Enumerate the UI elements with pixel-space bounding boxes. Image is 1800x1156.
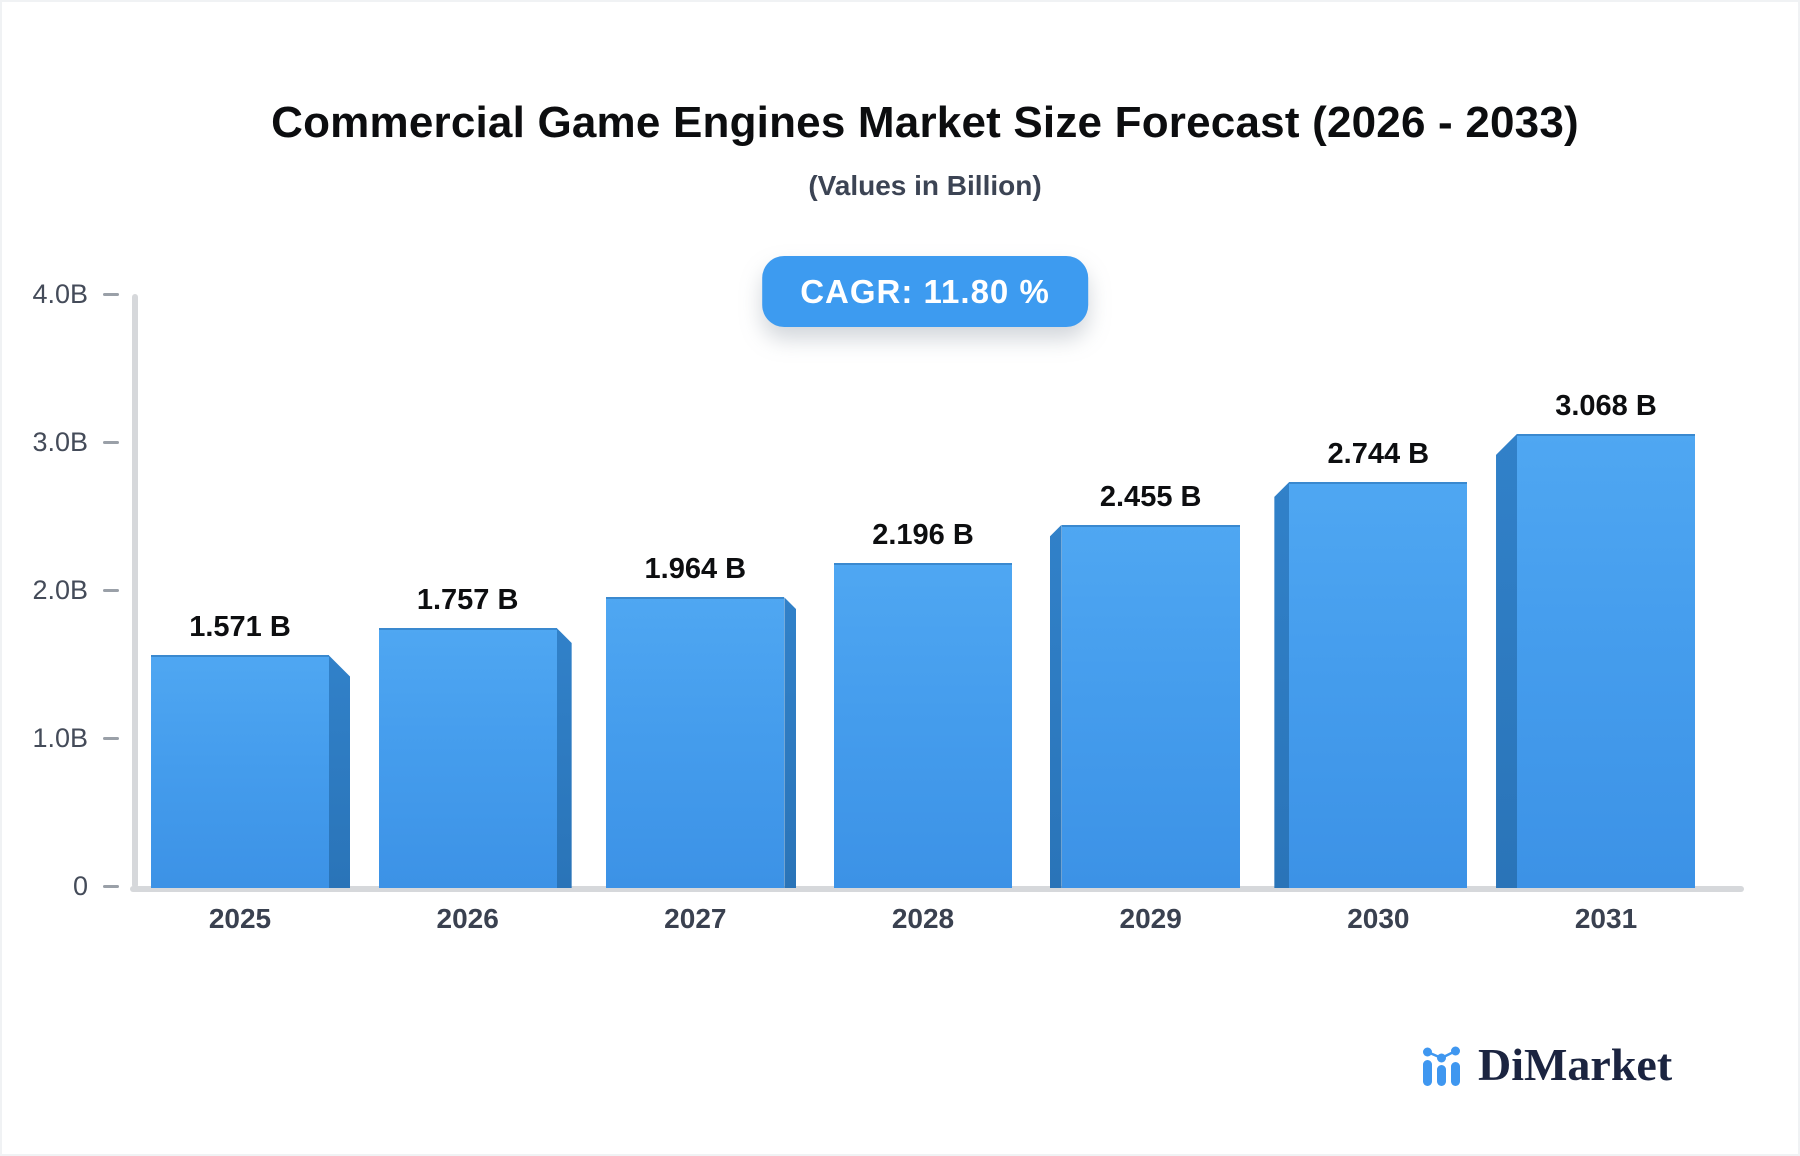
cagr-badge-label: CAGR: 11.80 %: [800, 272, 1050, 310]
x-tick-label-2030: 2030: [1347, 903, 1410, 934]
brand-name: DiMarket: [1478, 1039, 1673, 1090]
bar-side-2031: [1496, 433, 1518, 888]
x-tick-label-2029: 2029: [1119, 903, 1182, 934]
bar-2027: [606, 597, 785, 888]
bar-value-label: 1.571 B: [189, 611, 291, 644]
y-tick-mark: [103, 293, 119, 296]
bar-2028: [834, 562, 1012, 888]
bar-2030: [1289, 481, 1468, 888]
bar-value-label: 2.744 B: [1327, 437, 1430, 470]
y-tick-label: 2.0B: [32, 575, 88, 605]
x-axis-baseline: [130, 886, 1744, 892]
bar-2031: [1517, 433, 1696, 888]
bar-side-2027: [784, 597, 797, 888]
y-axis-line: [132, 294, 138, 888]
bar-side-2026: [556, 627, 572, 888]
y-tick-mark: [103, 589, 119, 592]
bar-value-label: 1.964 B: [644, 553, 747, 586]
bar-2025: [151, 655, 329, 888]
bar-side-2029: [1049, 524, 1062, 888]
x-tick-label-2028: 2028: [891, 903, 955, 934]
chart-title: Commercial Game Engines Market Size Fore…: [271, 98, 1579, 147]
cagr-badge: CAGR: 11.80 %: [762, 256, 1088, 327]
bar-side-2025: [329, 655, 350, 888]
y-tick-mark: [103, 737, 119, 740]
y-tick-label: 0: [72, 871, 88, 901]
y-tick-label: 4.0B: [32, 279, 88, 309]
x-tick-label-2031: 2031: [1574, 903, 1638, 934]
bar-value-label: 3.068 B: [1555, 389, 1657, 422]
y-tick-label: 3.0B: [32, 427, 88, 457]
y-tick-label: 1.0B: [32, 723, 88, 753]
y-tick-mark: [103, 441, 119, 444]
bar-2029: [1061, 524, 1240, 888]
y-tick-mark: [103, 885, 119, 888]
x-tick-label-2027: 2027: [664, 903, 727, 934]
bar-value-label: 2.455 B: [1099, 480, 1202, 513]
brand-logo: DiMarket: [1422, 1042, 1672, 1088]
bar-value-label: 2.196 B: [872, 518, 974, 551]
x-tick-label-2025: 2025: [208, 903, 272, 934]
bar-2026: [378, 627, 557, 888]
bar-value-label: 1.757 B: [416, 583, 519, 616]
mini-bar-line-chart-icon: [1423, 1046, 1460, 1086]
x-tick-label-2026: 2026: [436, 903, 499, 934]
chart-subtitle: (Values in Billion): [808, 170, 1042, 201]
bar-side-2030: [1274, 481, 1290, 888]
